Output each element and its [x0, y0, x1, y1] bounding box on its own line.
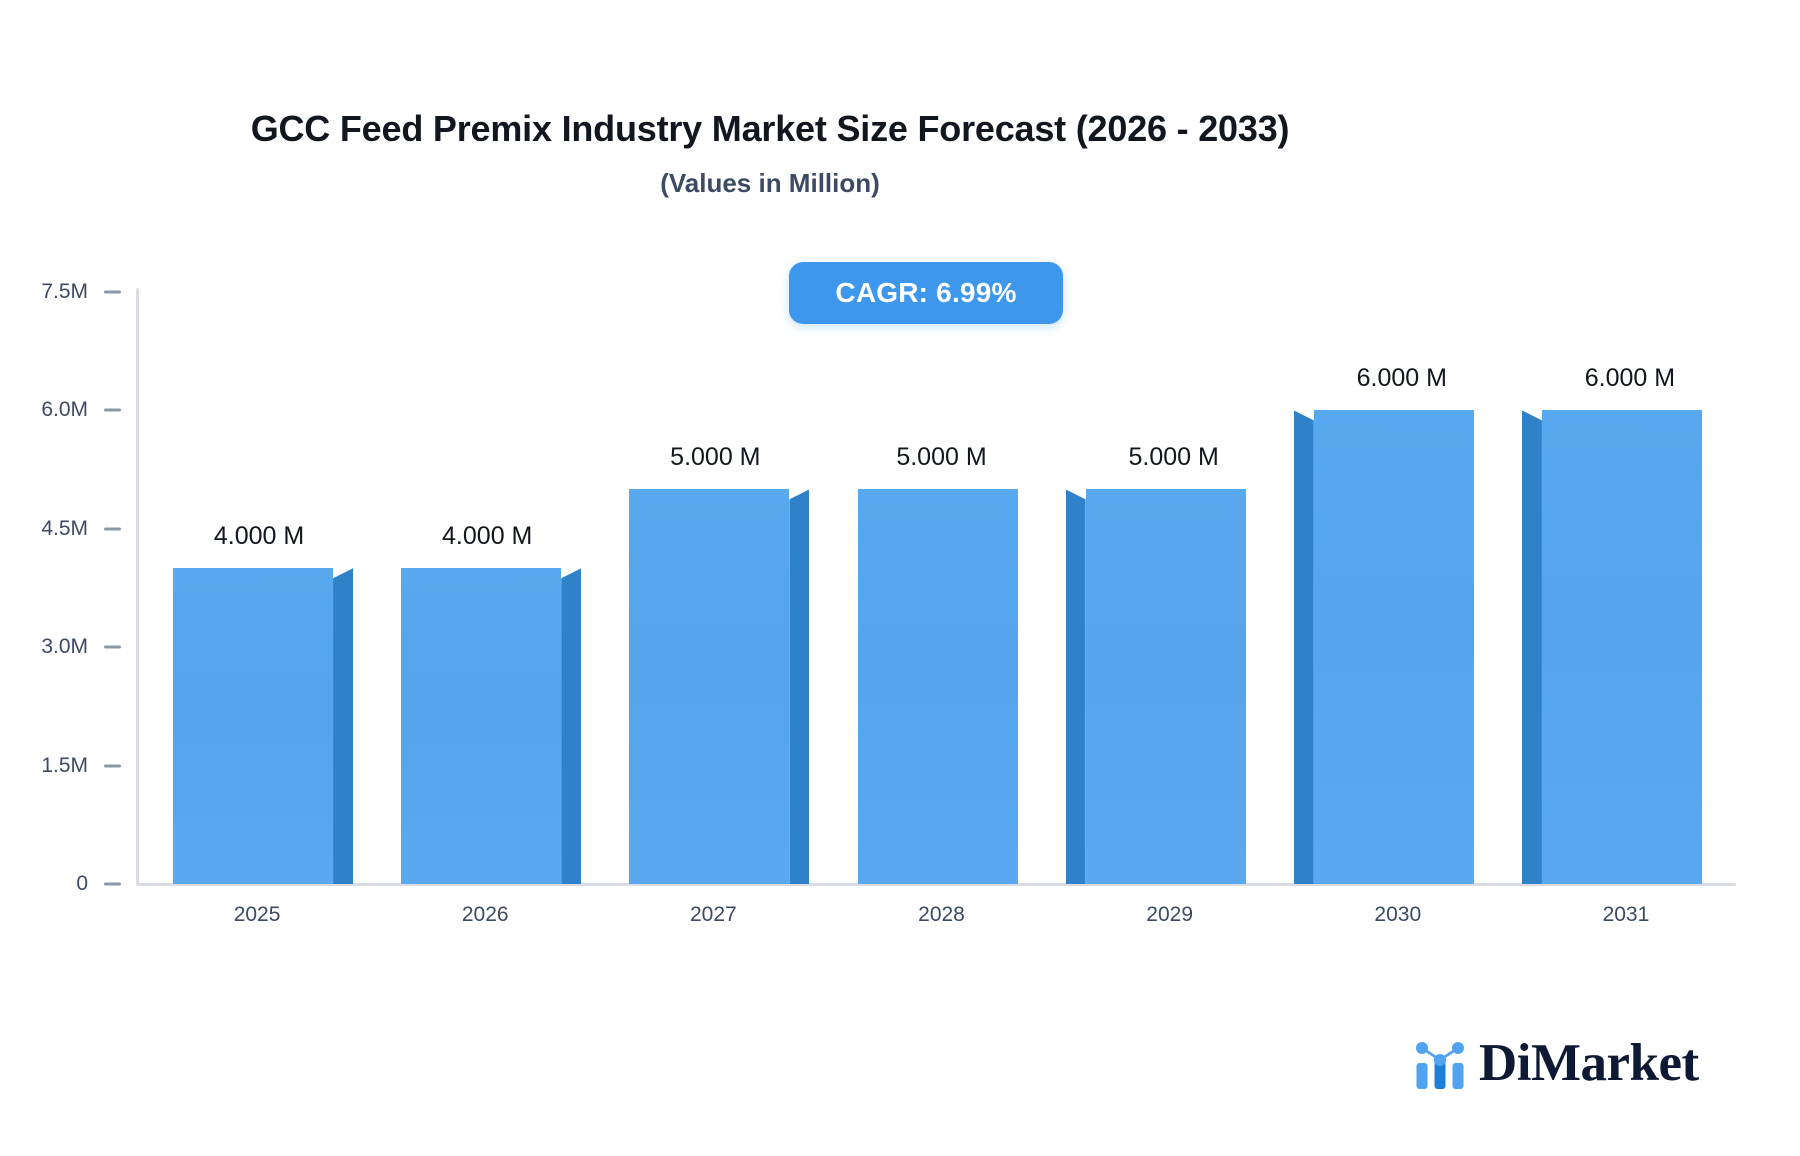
y-axis-line	[136, 288, 139, 886]
y-axis-tick-mark	[104, 527, 121, 531]
x-axis-tick-label: 2027	[689, 903, 737, 926]
bar[interactable]	[629, 489, 810, 884]
bar-side-panel	[333, 568, 354, 884]
bar[interactable]	[1065, 489, 1246, 884]
y-axis-tick-label: 6.0M	[41, 398, 88, 422]
x-axis-tick-label: 2031	[1602, 903, 1650, 926]
cagr-badge-label: CAGR: 6.99%	[835, 277, 1017, 308]
brand-logo: DiMarket	[1412, 1035, 1699, 1091]
x-axis-tick-label: 2028	[918, 903, 965, 926]
y-axis-tick-label: 0	[76, 872, 88, 895]
bar-face	[1085, 489, 1246, 884]
y-axis-tick-label: 1.5M	[41, 753, 88, 777]
brand-name: DiMarket	[1479, 1033, 1699, 1092]
bar-value-label: 6.000 M	[1356, 364, 1447, 393]
bar-side-panel	[561, 568, 582, 884]
bar-face	[401, 568, 562, 884]
bar-side-panel	[1293, 410, 1314, 884]
bar[interactable]	[173, 568, 354, 884]
x-axis-line	[136, 883, 1736, 886]
bar-value-label: 5.000 M	[1128, 443, 1219, 472]
bar-side-panel	[789, 489, 810, 884]
chart-subtitle: (Values in Million)	[660, 168, 880, 198]
bar-face	[173, 568, 334, 884]
x-axis-tick-label: 2029	[1146, 903, 1193, 926]
y-axis-tick-mark	[104, 290, 121, 294]
chart-title: GCC Feed Premix Industry Market Size For…	[250, 108, 1290, 149]
y-axis-tick-label: 7.5M	[41, 280, 88, 303]
bar-face	[1541, 410, 1702, 884]
bar-face	[629, 489, 790, 884]
cagr-badge: CAGR: 6.99%	[789, 262, 1063, 324]
y-axis-tick-mark	[104, 764, 121, 768]
bar[interactable]	[857, 489, 1018, 884]
y-axis-tick-mark	[104, 645, 121, 649]
y-axis-tick-label: 4.5M	[41, 516, 88, 540]
bar-side-panel	[1065, 489, 1086, 884]
y-axis-tick-label: 3.0M	[41, 635, 88, 659]
bar-face	[1313, 410, 1474, 884]
y-axis-tick-mark	[104, 408, 121, 412]
y-axis-tick-mark	[104, 882, 121, 886]
bar-value-label: 5.000 M	[896, 443, 987, 472]
bar-face	[857, 489, 1018, 884]
x-axis-tick-label: 2025	[233, 903, 281, 926]
bar-value-label: 6.000 M	[1584, 364, 1676, 393]
x-axis-tick-label: 2030	[1374, 903, 1422, 926]
bar-value-label: 5.000 M	[670, 443, 761, 472]
x-axis-tick-label: 2026	[461, 903, 509, 926]
bar-chart-dots-icon	[1412, 1035, 1468, 1091]
bar[interactable]	[401, 568, 582, 884]
bar-value-label: 4.000 M	[213, 522, 305, 551]
bar[interactable]	[1521, 410, 1702, 884]
bar-value-label: 4.000 M	[442, 522, 533, 551]
bar-side-panel	[1521, 410, 1542, 884]
bar[interactable]	[1293, 410, 1474, 884]
